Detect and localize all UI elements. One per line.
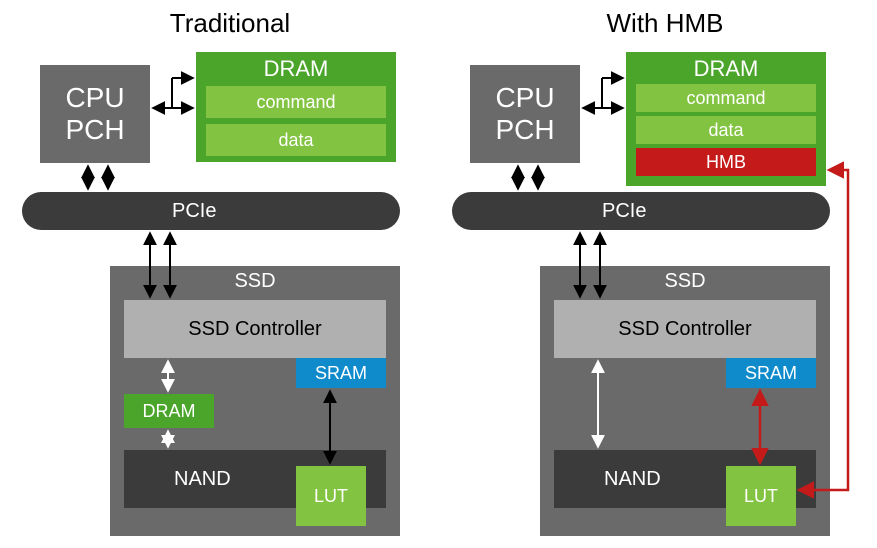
ssd-controller-label-h: SSD Controller xyxy=(618,318,751,341)
dram-block-hmb: DRAM command data HMB xyxy=(626,52,826,186)
nand-label-h: NAND xyxy=(604,468,661,491)
lut-label-h: LUT xyxy=(744,486,778,507)
dram-data-label: data xyxy=(278,130,313,151)
dram-command: command xyxy=(206,86,386,118)
sram-label-h: SRAM xyxy=(745,363,797,384)
title-traditional: Traditional xyxy=(120,8,340,38)
dram-title-h: DRAM xyxy=(694,56,759,82)
sram-traditional: SRAM xyxy=(296,358,386,388)
dram-data-label-h: data xyxy=(708,120,743,141)
dram-small-label: DRAM xyxy=(143,401,196,422)
ssd-title-h: SSD xyxy=(664,270,705,293)
pch-label-h: PCH xyxy=(495,114,554,146)
dram-title: DRAM xyxy=(264,56,329,82)
pch-label: PCH xyxy=(65,114,124,146)
dram-small-traditional: DRAM xyxy=(124,394,214,428)
dram-data-h: data xyxy=(636,116,816,144)
sram-hmb: SRAM xyxy=(726,358,816,388)
lut-label: LUT xyxy=(314,486,348,507)
pcie-label: PCIe xyxy=(172,200,216,223)
cpu-label: CPU xyxy=(65,82,124,114)
dram-data: data xyxy=(206,124,386,156)
dram-command-label-h: command xyxy=(686,88,765,109)
nand-label: NAND xyxy=(174,468,231,491)
dram-command-h: command xyxy=(636,84,816,112)
lut-traditional: LUT xyxy=(296,466,366,526)
dram-block-traditional: DRAM command data xyxy=(196,52,396,162)
ssd-controller-label: SSD Controller xyxy=(188,318,321,341)
title-hmb: With HMB xyxy=(555,8,775,38)
cpu-label-h: CPU xyxy=(495,82,554,114)
ssd-controller-hmb: SSD Controller xyxy=(554,300,816,358)
ssd-controller-traditional: SSD Controller xyxy=(124,300,386,358)
hmb-row: HMB xyxy=(636,148,816,176)
dram-command-label: command xyxy=(256,92,335,113)
pcie-bar-traditional: PCIe xyxy=(22,192,400,230)
pcie-bar-hmb: PCIe xyxy=(452,192,830,230)
hmb-label: HMB xyxy=(706,152,746,173)
pcie-label-h: PCIe xyxy=(602,200,646,223)
cpu-block-traditional: CPU PCH xyxy=(40,65,150,163)
ssd-title: SSD xyxy=(234,270,275,293)
sram-label: SRAM xyxy=(315,363,367,384)
cpu-block-hmb: CPU PCH xyxy=(470,65,580,163)
lut-hmb: LUT xyxy=(726,466,796,526)
